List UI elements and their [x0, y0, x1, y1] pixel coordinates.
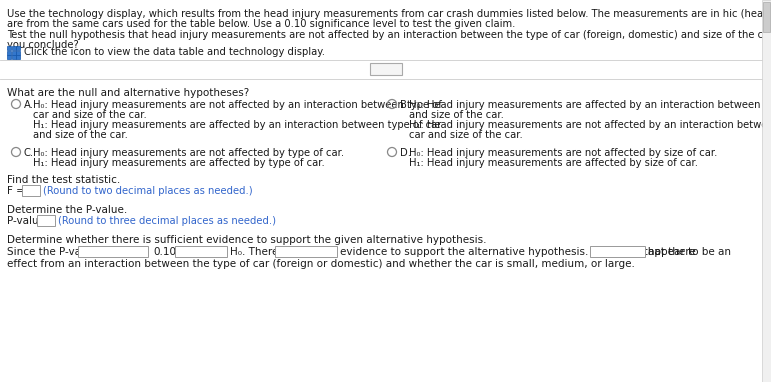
Text: •••: ••• [379, 65, 392, 73]
Text: Find the test statistic.: Find the test statistic. [7, 175, 120, 185]
Text: H₁: Head injury measurements are affected by size of car.: H₁: Head injury measurements are affecte… [409, 158, 698, 168]
FancyBboxPatch shape [16, 55, 20, 59]
FancyBboxPatch shape [12, 50, 15, 55]
Text: effect from an interaction between the type of car (foreign or domestic) and whe: effect from an interaction between the t… [7, 259, 635, 269]
FancyBboxPatch shape [590, 246, 645, 257]
Text: (Round to two decimal places as needed.): (Round to two decimal places as needed.) [43, 186, 253, 196]
Text: 0.10,: 0.10, [153, 247, 180, 257]
Text: H₀. There is: H₀. There is [230, 247, 290, 257]
FancyBboxPatch shape [275, 246, 337, 257]
Text: appear to be an: appear to be an [648, 247, 731, 257]
Text: H₀: Head injury measurements are not affected by type of car.: H₀: Head injury measurements are not aff… [33, 148, 344, 158]
Text: car and size of the car.: car and size of the car. [33, 110, 146, 120]
Text: P-value =: P-value = [7, 216, 57, 226]
FancyBboxPatch shape [12, 55, 15, 59]
FancyBboxPatch shape [175, 246, 227, 257]
FancyBboxPatch shape [16, 50, 20, 55]
Text: ▼: ▼ [330, 249, 335, 254]
Text: D.: D. [400, 148, 411, 158]
Text: ▼: ▼ [638, 249, 642, 254]
Text: B.: B. [400, 100, 410, 110]
Text: H₀: Head injury measurements are not affected by size of car.: H₀: Head injury measurements are not aff… [409, 148, 717, 158]
Text: A.: A. [24, 100, 34, 110]
Text: car and size of the car.: car and size of the car. [409, 130, 523, 140]
Text: H₀: Head injury measurements are affected by an interaction between type of car: H₀: Head injury measurements are affecte… [409, 100, 771, 110]
Text: C.: C. [24, 148, 34, 158]
Text: What are the null and alternative hypotheses?: What are the null and alternative hypoth… [7, 88, 249, 98]
Text: you conclude?: you conclude? [7, 40, 79, 50]
Text: and size of the car.: and size of the car. [409, 110, 504, 120]
FancyBboxPatch shape [22, 185, 40, 196]
FancyBboxPatch shape [78, 246, 148, 257]
FancyBboxPatch shape [37, 215, 55, 226]
Text: H₁: Head injury measurements are affected by an interaction between type of car: H₁: Head injury measurements are affecte… [33, 120, 441, 130]
FancyBboxPatch shape [762, 0, 771, 382]
FancyBboxPatch shape [369, 63, 402, 75]
Text: H₁: Head injury measurements are affected by type of car.: H₁: Head injury measurements are affecte… [33, 158, 325, 168]
Text: Determine whether there is sufficient evidence to support the given alternative : Determine whether there is sufficient ev… [7, 235, 487, 245]
FancyBboxPatch shape [763, 2, 770, 32]
Text: and size of the car.: and size of the car. [33, 130, 128, 140]
Text: are from the same cars used for the table below. Use a 0.10 significance level t: are from the same cars used for the tabl… [7, 19, 515, 29]
Text: Since the P-value is: Since the P-value is [7, 247, 109, 257]
Text: F =: F = [7, 186, 25, 196]
FancyBboxPatch shape [7, 46, 11, 50]
Text: ▼: ▼ [140, 249, 146, 254]
Text: ▼: ▼ [220, 249, 224, 254]
Text: Test the null hypothesis that head injury measurements are not affected by an in: Test the null hypothesis that head injur… [7, 30, 771, 40]
Text: (Round to three decimal places as needed.): (Round to three decimal places as needed… [58, 216, 276, 226]
Text: evidence to support the alternative hypothesis. Conclude that there: evidence to support the alternative hypo… [340, 247, 695, 257]
FancyBboxPatch shape [7, 50, 11, 55]
FancyBboxPatch shape [12, 46, 15, 50]
FancyBboxPatch shape [16, 46, 20, 50]
Text: H₀: Head injury measurements are not affected by an interaction between type of: H₀: Head injury measurements are not aff… [33, 100, 442, 110]
Text: H₁: Head injury measurements are not affected by an interaction between type of: H₁: Head injury measurements are not aff… [409, 120, 771, 130]
Text: Click the icon to view the data table and technology display.: Click the icon to view the data table an… [24, 47, 325, 57]
Text: Determine the P-value.: Determine the P-value. [7, 205, 127, 215]
Text: Use the technology display, which results from the head injury measurements from: Use the technology display, which result… [7, 9, 771, 19]
FancyBboxPatch shape [7, 55, 11, 59]
